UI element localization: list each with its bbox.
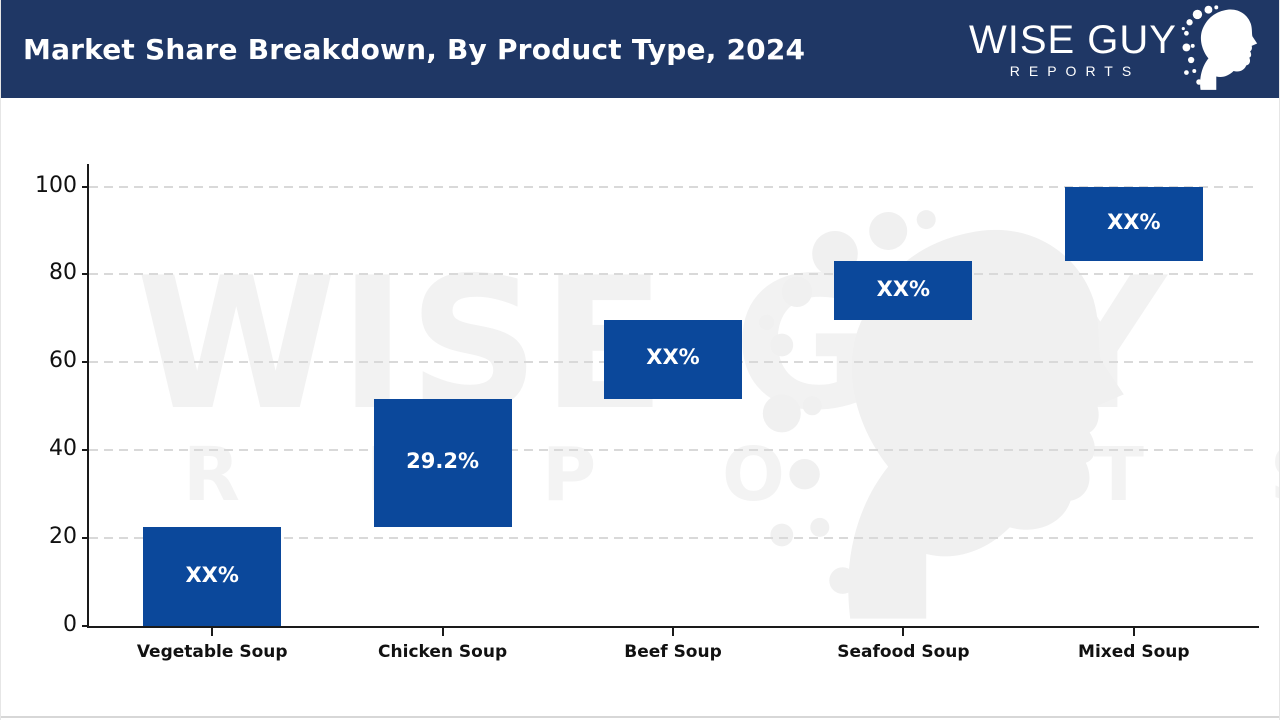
y-tick-label: 80 xyxy=(49,260,77,286)
y-tick-label: 40 xyxy=(49,436,77,462)
logo-dotted-head-icon xyxy=(1181,5,1258,90)
y-gridline xyxy=(89,537,1259,540)
x-category-label: Chicken Soup xyxy=(378,642,508,662)
x-category-label: Vegetable Soup xyxy=(136,642,288,662)
bar-vegetable-soup xyxy=(143,527,282,626)
x-axis-tick xyxy=(1132,628,1135,636)
bar-value-label: 29.2% xyxy=(406,448,480,473)
y-axis-tick xyxy=(82,625,89,627)
logo-subtitle: REPORTS xyxy=(1009,63,1141,79)
bottom-border-line xyxy=(1,716,1279,718)
y-tick-label: 20 xyxy=(49,524,77,550)
x-category-label: Beef Soup xyxy=(624,642,722,662)
x-category-label: Mixed Soup xyxy=(1078,642,1190,662)
x-axis-tick xyxy=(672,628,674,636)
y-axis-tick xyxy=(82,185,89,188)
x-axis-tick xyxy=(902,628,905,636)
bar-beef-soup xyxy=(604,320,742,399)
y-gridline xyxy=(89,273,1259,276)
y-tick-label: 100 xyxy=(35,172,77,198)
y-axis-tick xyxy=(82,449,89,452)
bar-value-label: XX% xyxy=(185,562,239,587)
logo-text: WISE GUY REPORTS xyxy=(969,20,1177,78)
wise-guy-reports-logo: WISE GUY REPORTS xyxy=(969,5,1263,93)
watermark-dotted-head-icon xyxy=(759,210,1124,619)
bar-value-label: XX% xyxy=(646,345,700,370)
x-axis-tick xyxy=(441,628,444,636)
y-tick-label: 60 xyxy=(49,348,77,374)
x-axis-tick xyxy=(211,628,214,636)
logo-wordmark: WISE GUY xyxy=(968,18,1177,62)
x-axis-line xyxy=(87,626,1259,628)
y-axis-line xyxy=(87,164,89,628)
y-axis-tick xyxy=(82,537,89,540)
bar-value-label: XX% xyxy=(1107,209,1161,234)
bar-mixed-soup xyxy=(1064,186,1203,262)
y-gridline xyxy=(89,449,1259,452)
y-axis-tick xyxy=(82,361,89,364)
y-axis-tick xyxy=(82,273,89,276)
y-gridline xyxy=(89,185,1259,188)
watermark-subtitle: R E P O R T S xyxy=(183,432,1280,518)
x-category-label: Seafood Soup xyxy=(837,642,970,662)
header-bar: Market Share Breakdown, By Product Type,… xyxy=(1,0,1279,98)
y-tick-label: 0 xyxy=(63,612,77,637)
bar-seafood-soup xyxy=(834,261,973,321)
bar-value-label: XX% xyxy=(876,276,931,301)
bar-chicken-soup xyxy=(373,398,512,528)
chart-title: Market Share Breakdown, By Product Type,… xyxy=(23,32,806,66)
